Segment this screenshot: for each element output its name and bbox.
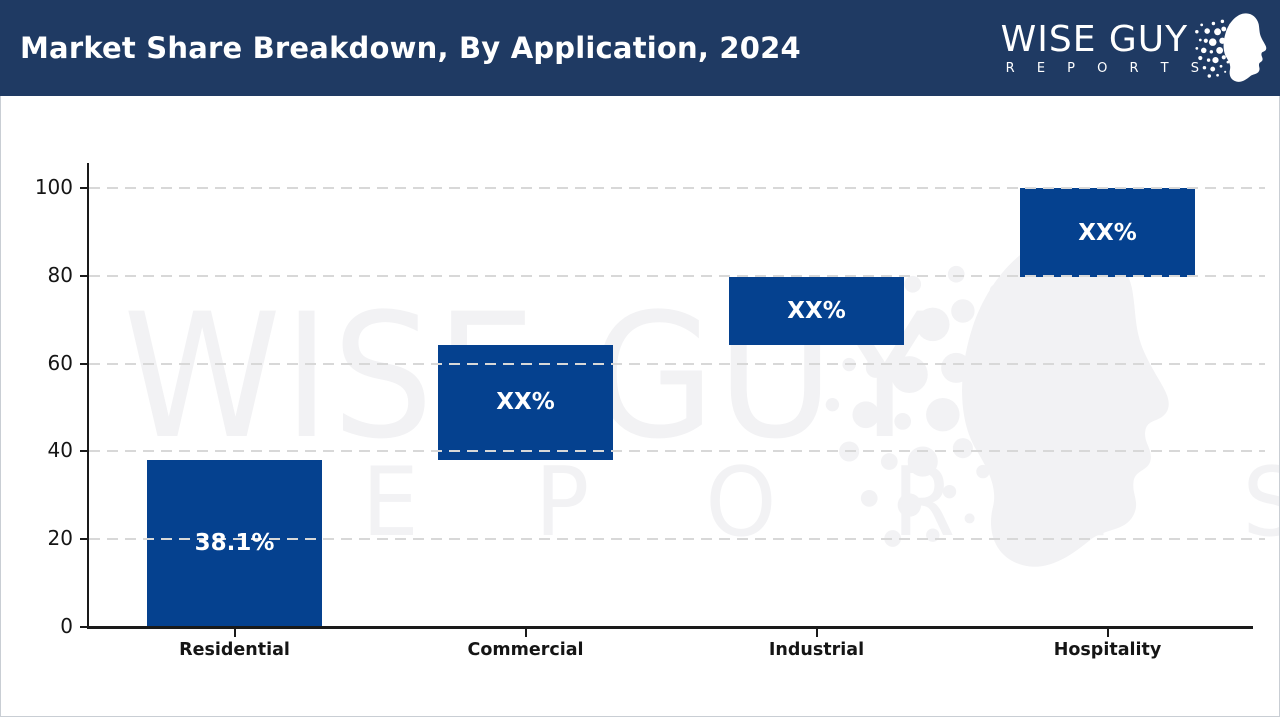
- x-tick-mark-1: [524, 629, 527, 637]
- x-axis-line: [87, 626, 1253, 629]
- y-tick-mark-40: [80, 450, 89, 453]
- y-tick-mark-0: [80, 626, 89, 628]
- bar-value-label: XX%: [787, 297, 846, 324]
- x-tick-mark-2: [815, 629, 818, 637]
- x-tick-mark-0: [233, 629, 236, 637]
- chart-title: Market Share Breakdown, By Application, …: [20, 31, 801, 65]
- y-tick-label-60: 60: [47, 350, 73, 375]
- x-tick-mark-3: [1106, 629, 1109, 637]
- y-tick-mark-100: [80, 187, 89, 189]
- chart-canvas: WISE GUY R E P O R T S 0 20 40 60 80 100 38.1%…: [0, 96, 1280, 717]
- gridline-60: [89, 362, 1265, 365]
- x-tick-label-2: Industrial: [768, 640, 865, 660]
- brand-face-icon: [1195, 13, 1267, 82]
- bar-value-label: XX%: [1078, 219, 1137, 246]
- gridline-20: [89, 538, 1265, 541]
- y-tick-label-80: 80: [47, 262, 73, 287]
- chart-plot-area: 0 20 40 60 80 100 38.1% Residential XX% Commercia…: [1, 96, 1279, 716]
- brand-sub: R E P O R T S: [1005, 61, 1208, 76]
- y-tick-label-40: 40: [47, 438, 73, 463]
- y-tick-label-0: 0: [60, 614, 73, 638]
- gridline-100: [89, 187, 1265, 189]
- x-tick-label-1: Commercial: [467, 640, 584, 660]
- bar-value-label: XX%: [496, 389, 555, 416]
- header-bar: Market Share Breakdown, By Application, …: [0, 0, 1280, 96]
- x-tick-label-0: Residential: [179, 640, 290, 660]
- bar-value-label: 38.1%: [194, 530, 275, 557]
- x-tick-label-3: Hospitality: [1053, 640, 1162, 660]
- y-tick-mark-80: [80, 274, 89, 277]
- y-tick-mark-60: [80, 362, 89, 365]
- brand-text: WISE GUY R E P O R T S: [1000, 19, 1208, 77]
- gridline-40: [89, 450, 1265, 453]
- bar-residential: [147, 459, 322, 627]
- brand-name: WISE GUY: [1000, 19, 1189, 60]
- y-tick-label-20: 20: [47, 526, 73, 551]
- y-axis-line: [87, 163, 89, 629]
- y-tick-label-100: 100: [34, 175, 73, 199]
- y-tick-mark-20: [80, 538, 89, 541]
- brand-logo: WISE GUY R E P O R T S: [1001, 6, 1268, 92]
- gridline-80: [89, 274, 1265, 277]
